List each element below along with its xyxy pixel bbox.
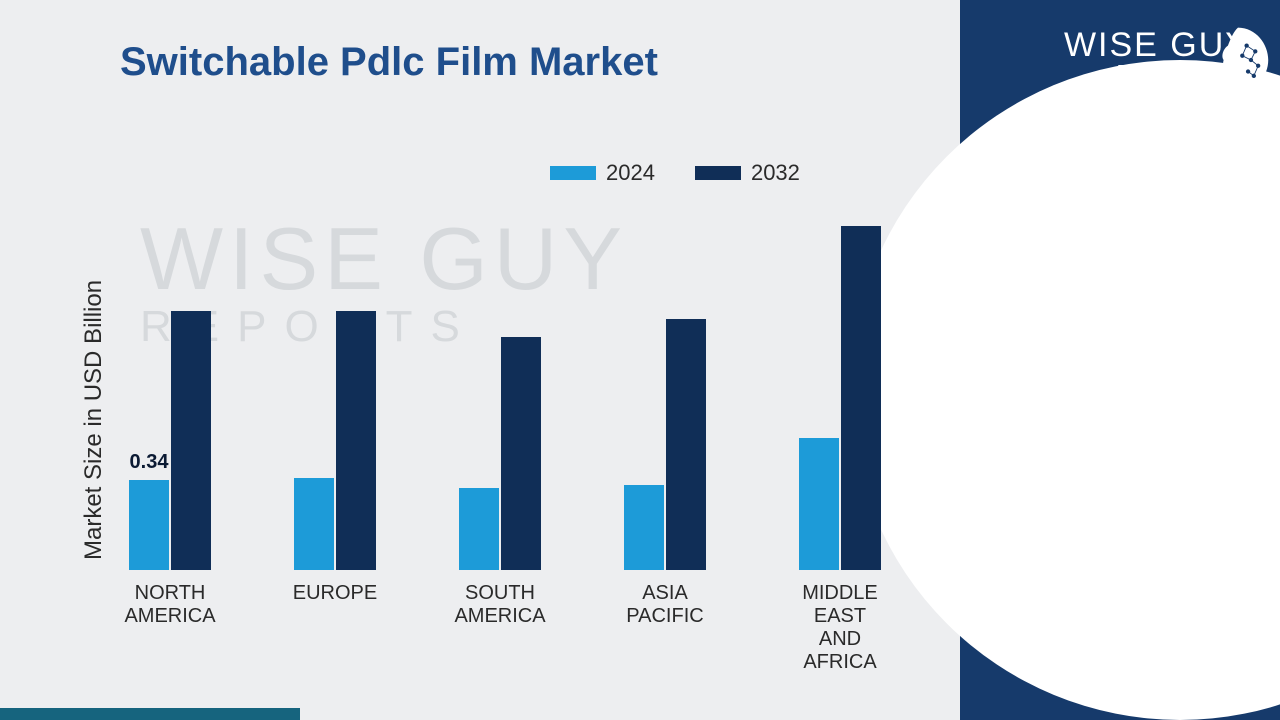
legend-swatch: [550, 166, 596, 180]
bar: [171, 311, 211, 570]
bar: [501, 337, 541, 570]
plot-area: 0.34: [110, 200, 950, 570]
legend-swatch: [695, 166, 741, 180]
x-axis-label: NORTHAMERICA: [100, 582, 240, 628]
bottom-accent-bar: [0, 708, 300, 720]
chart-title: Switchable Pdlc Film Market: [120, 40, 658, 85]
brand-line2: REPORTS: [1064, 64, 1250, 80]
brand-line1: WISE GUY: [1064, 28, 1250, 62]
bar: [294, 478, 334, 571]
legend: 2024 2032: [550, 160, 800, 186]
y-axis-label: Market Size in USD Billion: [80, 280, 108, 560]
x-axis-label: EUROPE: [265, 582, 405, 605]
value-label: 0.34: [130, 451, 169, 474]
bar: [799, 438, 839, 570]
x-axis-labels: NORTHAMERICAEUROPESOUTHAMERICAASIAPACIFI…: [110, 582, 950, 720]
bar-group: [799, 200, 881, 570]
bar-group: [624, 200, 706, 570]
bar: [459, 488, 499, 570]
legend-item: 2024: [550, 160, 655, 186]
bar-group: [129, 200, 211, 570]
bar: [129, 480, 169, 570]
bar-group: [459, 200, 541, 570]
legend-item: 2032: [695, 160, 800, 186]
legend-label: 2024: [606, 160, 655, 186]
legend-label: 2032: [751, 160, 800, 186]
x-axis-label: MIDDLEEASTANDAFRICA: [770, 582, 910, 674]
brand-logo: WISE GUY REPORTS: [1064, 28, 1250, 80]
bar: [841, 226, 881, 570]
bar: [624, 485, 664, 570]
chart-stage: WISE GUY REPORTS Switchable Pdlc Film Ma…: [0, 0, 1280, 720]
x-axis-label: SOUTHAMERICA: [430, 582, 570, 628]
x-axis-label: ASIAPACIFIC: [595, 582, 735, 628]
bar-group: [294, 200, 376, 570]
bar: [336, 311, 376, 570]
bar: [666, 319, 706, 570]
